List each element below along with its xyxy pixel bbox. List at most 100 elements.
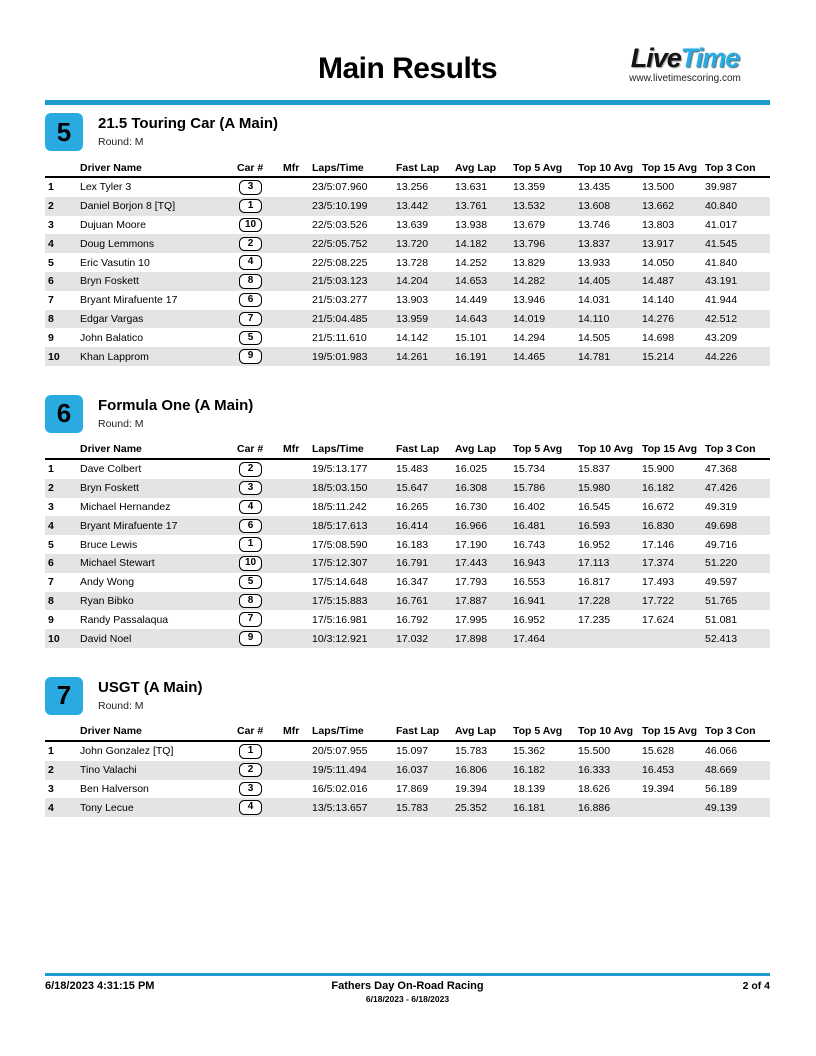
position-cell: 3: [48, 782, 54, 795]
laps-time-cell: 21/5:03.123: [312, 275, 368, 288]
top3-con-cell: 42.512: [705, 312, 738, 325]
top5-avg-cell: 13.359: [513, 181, 546, 194]
top5-avg-cell: 18.139: [513, 782, 546, 795]
page-footer: 6/18/2023 4:31:15 PM Fathers Day On-Road…: [45, 973, 770, 1004]
top10-avg-cell: 14.031: [578, 294, 611, 307]
top3-con-cell: 49.139: [705, 801, 738, 814]
position-cell: 10: [48, 350, 60, 363]
top3-con-cell: 39.987: [705, 181, 738, 194]
car-number-box: 2: [239, 462, 262, 477]
driver-name: Lex Tyler 3: [80, 181, 132, 194]
logo-url: www.livetimescoring.com: [629, 73, 741, 84]
position-cell: 8: [48, 594, 54, 607]
top10-avg-cell: 13.933: [578, 256, 611, 269]
top5-avg-cell: 16.743: [513, 538, 546, 551]
top3-con-cell: 51.220: [705, 557, 738, 570]
top10-avg-cell: 16.333: [578, 764, 611, 777]
table-row: 8 Ryan Bibko 8 17/5:15.883 16.761 17.887 16.94…: [45, 591, 770, 611]
car-number-box: 2: [239, 236, 262, 252]
car-number-cell: 3: [237, 781, 283, 797]
section-head: 7 USGT (A Main) Round: M: [45, 676, 770, 715]
top3-con-cell: 56.189: [705, 782, 738, 795]
column-header: Mfr: [283, 725, 300, 738]
avg-lap-cell: 13.938: [455, 218, 488, 231]
car-number-cell: 5: [237, 574, 283, 590]
results-table: Driver Name Car # Mfr Laps/Time Fast Lap Avg …: [45, 159, 770, 366]
laps-time-cell: 17/5:12.307: [312, 557, 368, 570]
top10-avg-cell: 16.952: [578, 538, 611, 551]
table-row: 1 John Gonzalez [TQ] 1 20/5:07.955 15.097 15.…: [45, 742, 770, 761]
top10-avg-cell: 15.500: [578, 745, 611, 758]
avg-lap-cell: 14.643: [455, 312, 488, 325]
top3-con-cell: 46.066: [705, 745, 738, 758]
section-title: 21.5 Touring Car (A Main): [98, 115, 279, 132]
fast-lap-cell: 13.639: [396, 218, 429, 231]
top15-avg-cell: 13.803: [642, 218, 675, 231]
driver-name: Edgar Vargas: [80, 312, 144, 325]
car-number-cell: 10: [237, 556, 283, 571]
table-row: 5 Eric Vasutin 10 4 22/5:08.225 13.728 14.252…: [45, 253, 770, 272]
column-header: Avg Lap: [455, 443, 497, 456]
logo-wordmark: LiveTime: [600, 44, 770, 72]
section-head: 6 Formula One (A Main) Round: M: [45, 394, 770, 433]
avg-lap-cell: 15.783: [455, 745, 488, 758]
car-number-box: 8: [239, 274, 262, 289]
section-round: Round: M: [98, 417, 144, 430]
top3-con-cell: 49.698: [705, 519, 738, 532]
section-head: 5 21.5 Touring Car (A Main) Round: M: [45, 113, 770, 151]
car-number-cell: 7: [237, 311, 283, 327]
top10-avg-cell: 16.545: [578, 500, 611, 513]
top5-avg-cell: 16.952: [513, 613, 546, 626]
top5-avg-cell: 15.734: [513, 463, 546, 476]
table-row: 3 Michael Hernandez 4 18/5:11.242 16.265 16.7…: [45, 498, 770, 517]
avg-lap-cell: 17.190: [455, 538, 488, 551]
page-header: Main Results LiveTime www.livetimescorin…: [45, 44, 770, 100]
laps-time-cell: 17/5:16.981: [312, 613, 368, 626]
top15-avg-cell: 17.374: [642, 557, 675, 570]
column-header: Laps/Time: [312, 443, 364, 456]
car-number-box: 6: [239, 292, 262, 308]
laps-time-cell: 23/5:10.199: [312, 200, 368, 213]
car-number-cell: 5: [237, 330, 283, 346]
table-header-row: Driver Name Car # Mfr Laps/Time Fast Lap Avg …: [45, 159, 770, 178]
position-cell: 6: [48, 557, 54, 570]
top3-con-cell: 44.226: [705, 350, 738, 363]
top10-avg-cell: 13.435: [578, 181, 611, 194]
laps-time-cell: 13/5:13.657: [312, 801, 368, 814]
laps-time-cell: 19/5:11.494: [312, 764, 367, 777]
fast-lap-cell: 13.728: [396, 256, 429, 269]
top3-con-cell: 49.319: [705, 500, 738, 513]
top5-avg-cell: 14.465: [513, 350, 546, 363]
table-row: 6 Bryn Foskett 8 21/5:03.123 14.204 14.653 14.…: [45, 271, 770, 291]
avg-lap-cell: 16.025: [455, 463, 488, 476]
column-header: Car #: [237, 725, 264, 738]
column-header: Avg Lap: [455, 725, 497, 738]
table-row: 4 Tony Lecue 4 13/5:13.657 15.783 25.352 16.18…: [45, 798, 770, 818]
driver-name: Randy Passalaqua: [80, 613, 169, 626]
top15-avg-cell: 15.628: [642, 745, 675, 758]
top15-avg-cell: 14.276: [642, 312, 675, 325]
fast-lap-cell: 16.183: [396, 538, 429, 551]
fast-lap-cell: 16.761: [396, 594, 429, 607]
car-number-box: 7: [239, 311, 262, 327]
driver-name: Bryn Foskett: [80, 275, 139, 288]
position-cell: 5: [48, 538, 54, 551]
avg-lap-cell: 17.443: [455, 557, 488, 570]
top10-avg-cell: 15.837: [578, 463, 611, 476]
car-number-box: 5: [239, 330, 262, 346]
top15-avg-cell: 14.140: [642, 294, 675, 307]
laps-time-cell: 19/5:01.983: [312, 350, 368, 363]
car-number-cell: 8: [237, 274, 283, 289]
table-body: 1 John Gonzalez [TQ] 1 20/5:07.955 15.097 15.…: [45, 742, 770, 818]
avg-lap-cell: 16.966: [455, 519, 488, 532]
car-number-cell: 1: [237, 744, 283, 759]
car-number-cell: 6: [237, 518, 283, 533]
race-section: 6 Formula One (A Main) Round: M Driver N…: [45, 394, 770, 648]
footer-page-number: 2 of 4: [742, 980, 770, 992]
column-header: Fast Lap: [396, 161, 440, 174]
column-header: Top 5 Avg: [513, 725, 563, 738]
fast-lap-cell: 16.791: [396, 557, 429, 570]
driver-name: Ryan Bibko: [80, 594, 134, 607]
driver-name: David Noel: [80, 632, 132, 645]
